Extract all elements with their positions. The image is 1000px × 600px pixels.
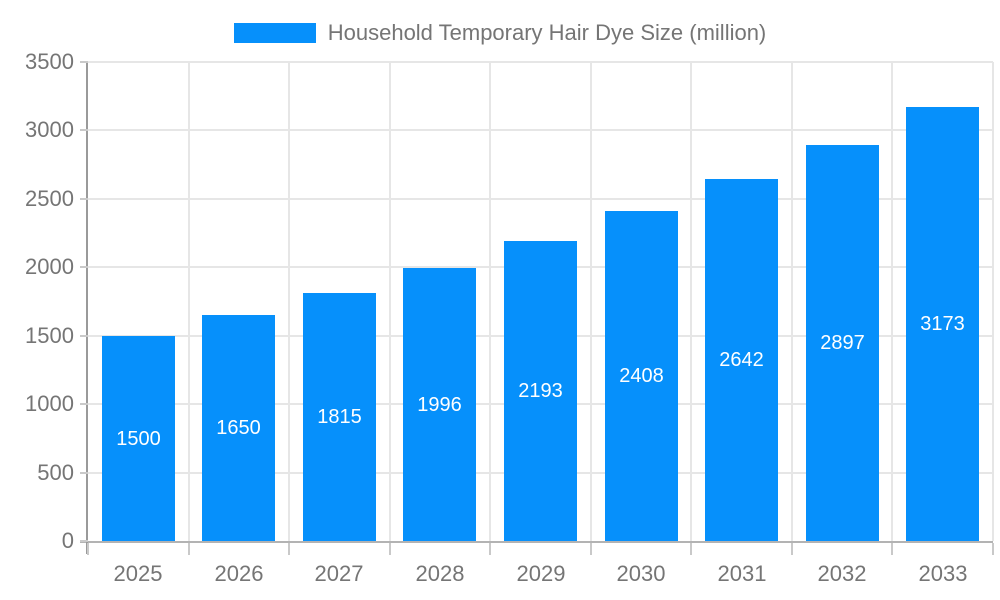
- bar[interactable]: 2897: [806, 145, 879, 541]
- y-tick-label: 500: [37, 460, 74, 485]
- gridline-v: [489, 62, 491, 541]
- x-axis-tick: [992, 543, 994, 555]
- y-axis-tick: [80, 540, 88, 542]
- gridline-v: [690, 62, 692, 541]
- y-tick-label: 1000: [25, 391, 74, 416]
- x-axis-line: [80, 541, 993, 543]
- bar[interactable]: 3173: [906, 107, 979, 541]
- gridline-v: [590, 62, 592, 541]
- bar-value-label: 2408: [619, 365, 664, 387]
- bar-value-label: 2897: [820, 332, 865, 354]
- y-axis-tick: [80, 61, 88, 63]
- bar[interactable]: 1500: [102, 336, 175, 541]
- x-axis-tick: [791, 543, 793, 555]
- legend-swatch: [233, 23, 316, 43]
- plot-area: 0 500 1000 1500 2000 2500 3000 3500 2025 2026 2027…: [25, 51, 994, 585]
- y-tick-label: 2500: [25, 186, 74, 211]
- y-axis-tick: [80, 335, 88, 337]
- y-axis-tick: [80, 472, 88, 474]
- bar-value-label: 1650: [216, 417, 261, 439]
- bar-value-label: 1500: [116, 427, 161, 450]
- x-axis-tick: [590, 543, 592, 555]
- x-axis-tick: [389, 543, 391, 555]
- x-tick-label: 2028: [415, 561, 465, 586]
- y-axis-tick: [80, 266, 88, 268]
- x-tick-label: 2025: [113, 561, 163, 586]
- y-axis-tick: [80, 129, 88, 131]
- x-axis-tick: [489, 543, 491, 555]
- x-tick-label: 2033: [918, 561, 968, 586]
- bar[interactable]: 1815: [303, 293, 376, 541]
- bar-value-label: 3173: [920, 313, 965, 335]
- y-axis-tick: [80, 403, 88, 405]
- y-tick-label: 1500: [25, 323, 74, 348]
- x-axis-tick: [690, 543, 692, 555]
- bar-value-label: 2642: [719, 349, 764, 371]
- gridline-h: [88, 198, 993, 200]
- x-tick-label: 2026: [214, 561, 264, 586]
- gridline-v: [389, 62, 391, 541]
- bar[interactable]: 1650: [202, 315, 275, 541]
- bar[interactable]: 1996: [403, 268, 476, 541]
- gridline-v: [188, 62, 190, 541]
- y-tick-label: 3500: [25, 49, 74, 74]
- x-axis-tick: [87, 543, 89, 555]
- x-axis-tick: [891, 543, 893, 555]
- y-tick-label: 2000: [25, 254, 74, 279]
- y-tick-label: 3000: [25, 117, 74, 142]
- gridline-v: [992, 62, 994, 541]
- bar-value-label: 1815: [317, 406, 362, 428]
- x-axis-tick: [288, 543, 290, 555]
- y-axis-tick: [80, 198, 88, 200]
- x-tick-label: 2031: [717, 561, 767, 586]
- y-tick-label: 0: [61, 528, 74, 553]
- legend-label: Household Temporary Hair Dye Size (milli…: [327, 20, 767, 45]
- gridline-h: [88, 61, 993, 63]
- gridline-h: [88, 129, 993, 131]
- gridline-v: [791, 62, 793, 541]
- bar[interactable]: 2193: [504, 241, 577, 541]
- bar-value-label: 2193: [518, 380, 563, 402]
- y-axis-line: [86, 62, 88, 554]
- x-tick-label: 2027: [314, 561, 364, 586]
- x-axis-tick: [188, 543, 190, 555]
- x-tick-label: 2030: [616, 561, 666, 586]
- x-tick-label: 2032: [817, 561, 867, 586]
- gridline-v: [288, 62, 290, 541]
- gridline-v: [891, 62, 893, 541]
- x-tick-label: 2029: [516, 561, 566, 586]
- bar[interactable]: 2642: [705, 179, 778, 541]
- chart-legend[interactable]: Household Temporary Hair Dye Size (milli…: [0, 20, 1000, 46]
- bar[interactable]: 2408: [605, 211, 678, 541]
- bar-value-label: 1996: [417, 393, 462, 416]
